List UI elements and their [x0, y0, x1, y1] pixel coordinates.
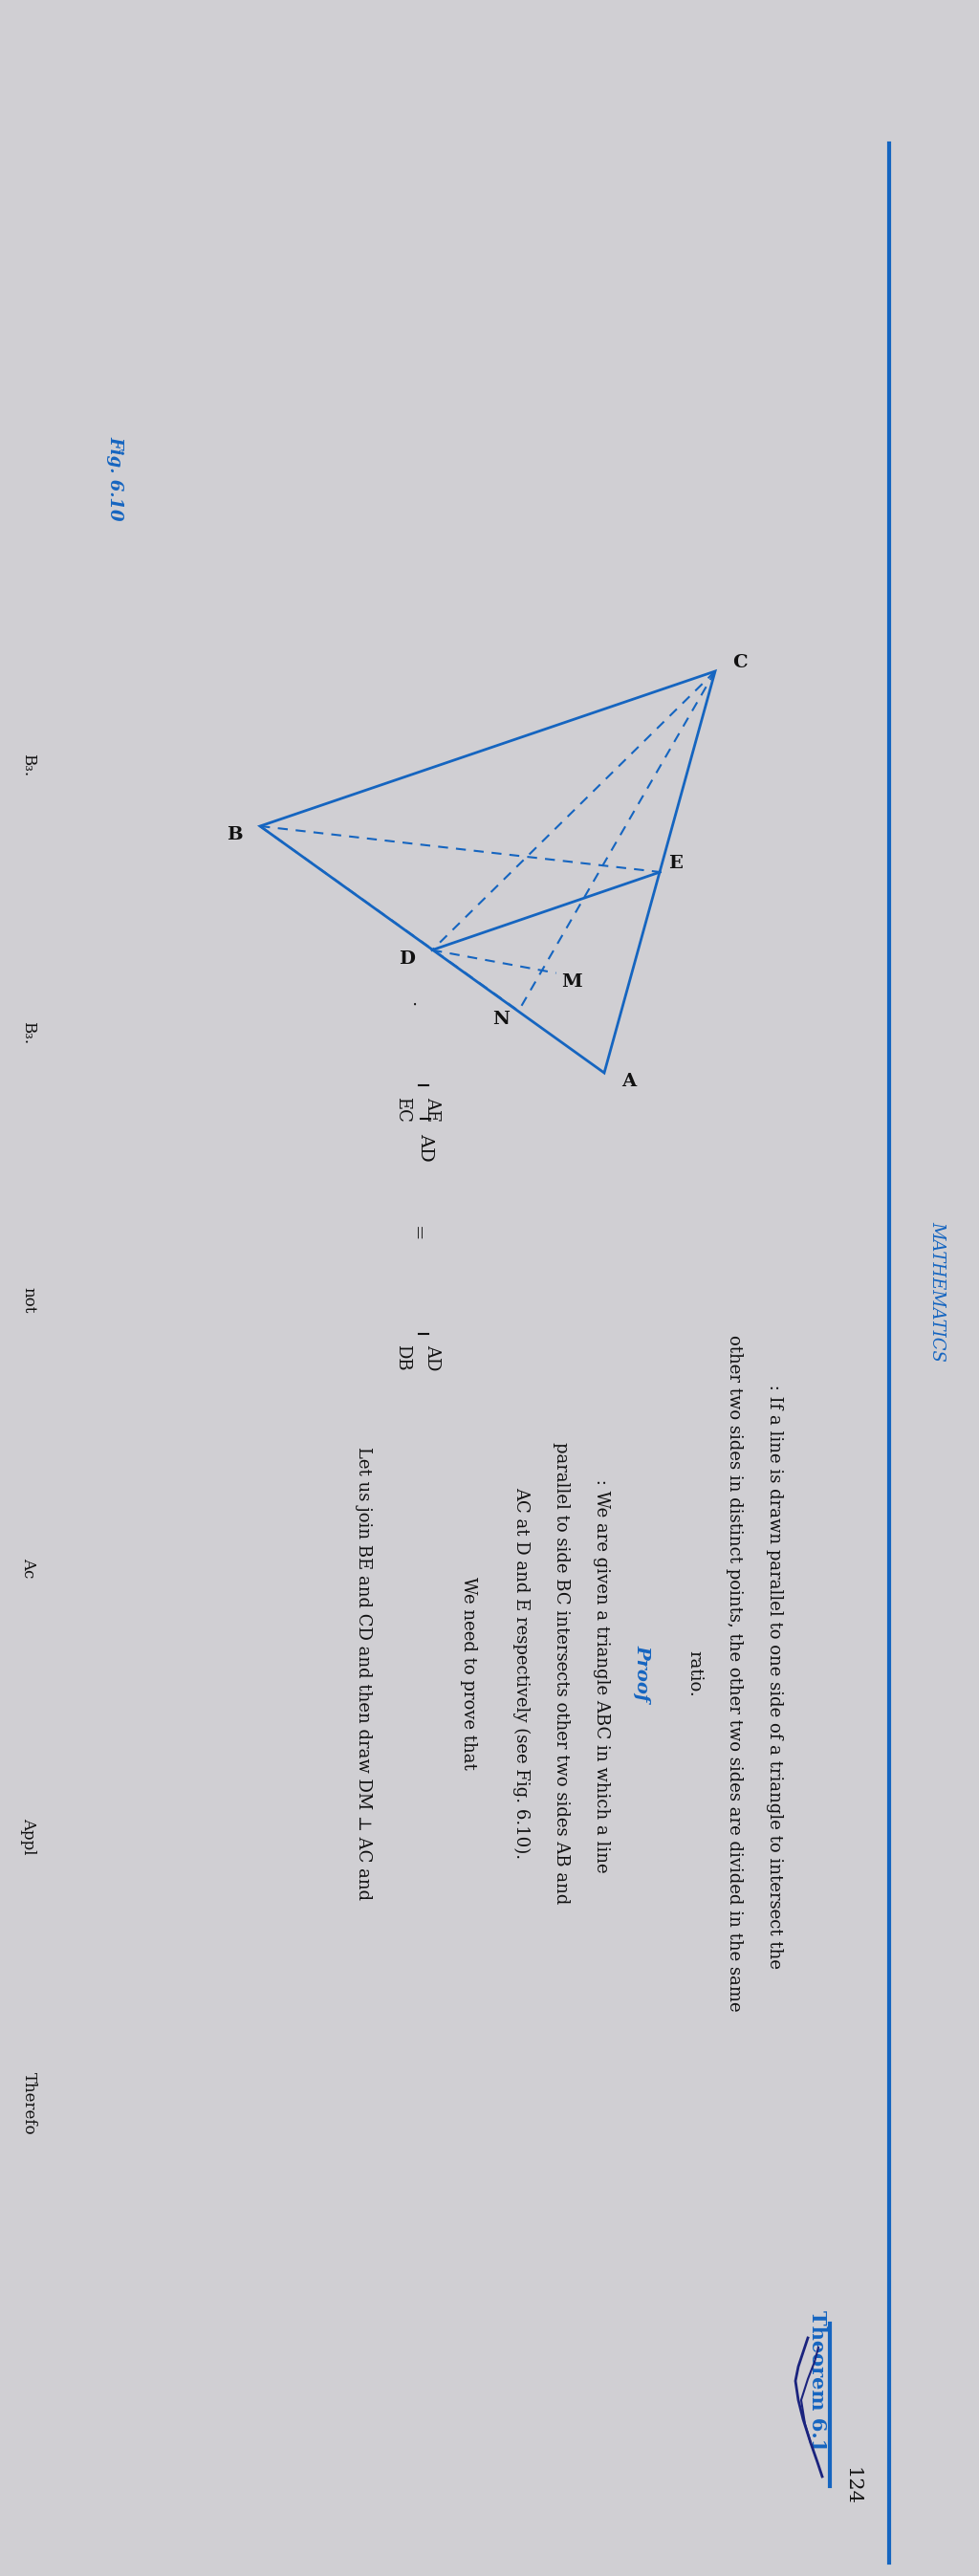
Text: Proof: Proof	[632, 1646, 650, 1703]
Text: Fig. 6.10: Fig. 6.10	[106, 435, 123, 520]
Text: AD: AD	[424, 1345, 441, 1370]
Text: C: C	[732, 654, 747, 672]
Text: AD: AD	[417, 1133, 434, 1162]
Text: : We are given a triangle ABC in which a line: : We are given a triangle ABC in which a…	[592, 1473, 610, 1873]
Text: Ac: Ac	[21, 1558, 37, 1579]
Text: =: =	[407, 1226, 425, 1242]
Text: N: N	[492, 1010, 510, 1028]
Text: A: A	[622, 1072, 636, 1090]
Text: M: M	[561, 974, 582, 989]
Text: Theorem 6.1: Theorem 6.1	[808, 2311, 827, 2452]
Text: B₃.: B₃.	[21, 1020, 37, 1043]
Text: Appl: Appl	[21, 1819, 37, 1855]
Text: AC at D and E respectively (see Fig. 6.10).: AC at D and E respectively (see Fig. 6.1…	[512, 1486, 530, 1860]
Text: D: D	[398, 951, 415, 969]
Text: AE: AE	[424, 1097, 441, 1121]
Text: ratio.: ratio.	[685, 1651, 703, 1698]
Text: parallel to side BC intersects other two sides AB and: parallel to side BC intersects other two…	[552, 1443, 570, 1904]
Text: EC: EC	[394, 1097, 411, 1123]
Text: Let us join BE and CD and then draw DM ⊥ AC and: Let us join BE and CD and then draw DM ⊥…	[354, 1448, 372, 1901]
Text: .: .	[407, 1002, 425, 1007]
Text: 124: 124	[842, 2468, 861, 2506]
Text: not: not	[21, 1288, 37, 1314]
Text: E: E	[669, 855, 683, 873]
Text: : If a line is drawn parallel to one side of a triangle to intersect the: : If a line is drawn parallel to one sid…	[766, 1378, 783, 1968]
Text: other two sides in distinct points, the other two sides are divided in the same: other two sides in distinct points, the …	[725, 1334, 743, 2012]
Text: Therefo: Therefo	[21, 2071, 37, 2136]
Text: B: B	[227, 827, 243, 842]
Text: B₃.: B₃.	[21, 752, 37, 775]
Text: MATHEMATICS: MATHEMATICS	[928, 1221, 946, 1360]
Text: DB: DB	[394, 1345, 411, 1370]
Text: We need to prove that: We need to prove that	[460, 1577, 477, 1770]
